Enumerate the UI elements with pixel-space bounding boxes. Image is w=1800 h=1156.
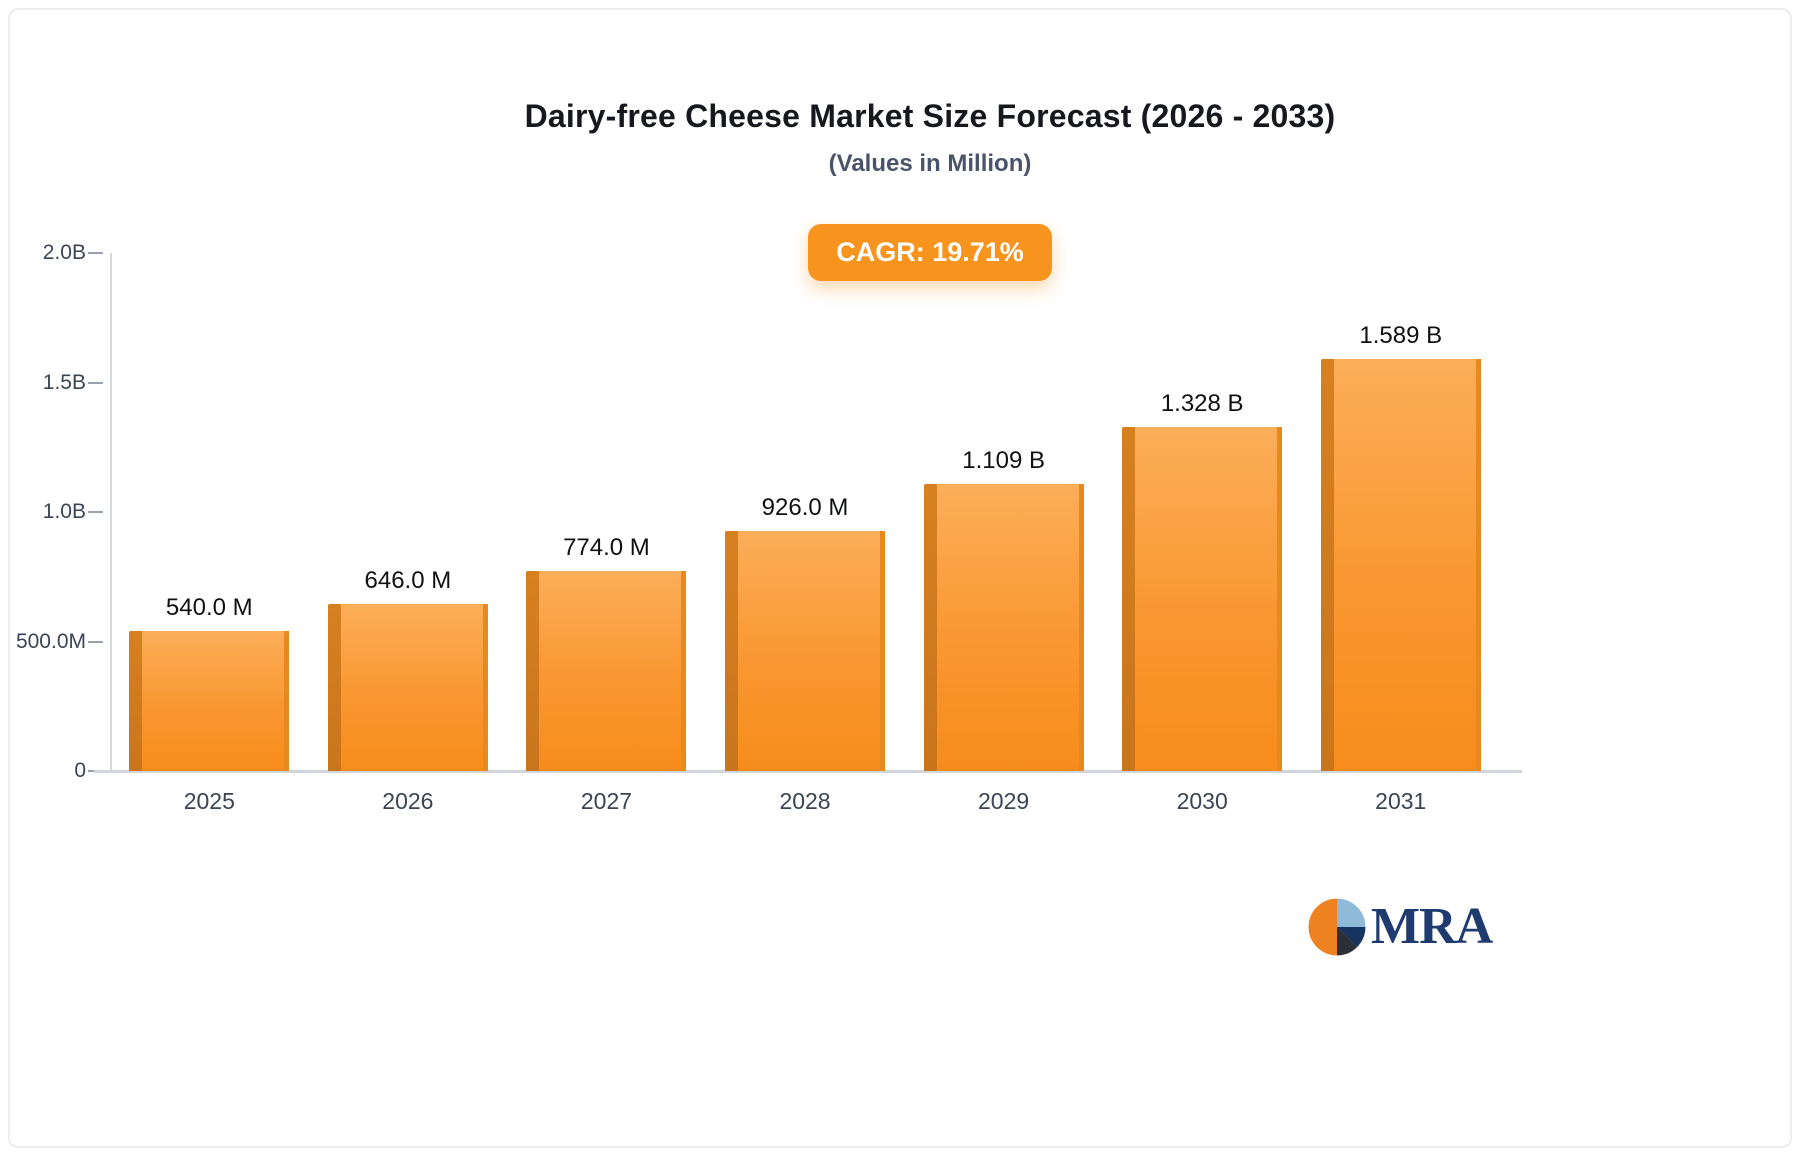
x-axis-label: 2027	[580, 788, 633, 814]
bar-value-label: 1.109 B	[962, 446, 1045, 474]
bar-slot: 926.0 M	[706, 253, 905, 771]
bar-edge-shade	[1475, 359, 1481, 771]
x-axis-line	[94, 770, 1522, 773]
bar-side-shade	[1320, 359, 1334, 771]
bar-slot: 774.0 M	[507, 253, 706, 771]
x-axis-label: 2030	[1176, 788, 1228, 814]
x-axis-label: 2028	[779, 788, 831, 814]
bar-value-label: 926.0 M	[761, 494, 849, 522]
bar-edge-shade	[482, 603, 488, 771]
bar	[1122, 427, 1283, 771]
y-axis-line	[110, 253, 112, 771]
bar	[129, 631, 290, 771]
y-axis-tick	[88, 252, 103, 254]
y-axis-label: 2.0B	[42, 241, 86, 264]
bar-edge-shade	[681, 570, 687, 771]
y-axis-label: 1.0B	[42, 500, 86, 523]
cagr-badge: CAGR: 19.71%	[808, 224, 1052, 281]
brand-logo: MRA	[1306, 896, 1493, 958]
bar-value-label: 540.0 M	[165, 594, 253, 622]
bar-side-shade	[327, 603, 341, 771]
y-axis-label: 0	[74, 759, 86, 782]
bar	[923, 483, 1084, 771]
y-axis-label: 1.5B	[42, 370, 86, 394]
bar-value-label: 1.328 B	[1160, 390, 1244, 417]
bar-side-shade	[1122, 427, 1136, 771]
bar-side-shade	[725, 531, 739, 771]
badge-container: CAGR: 19.71%	[60, 224, 1800, 281]
logo-pie-icon	[1307, 897, 1367, 957]
logo-text: MRA	[1371, 898, 1493, 955]
y-axis-tick	[88, 511, 103, 513]
bar-value-label: 646.0 M	[364, 566, 452, 594]
y-axis-label: 500.0M	[15, 629, 86, 653]
bar-side-shade	[129, 631, 143, 771]
bar	[526, 570, 687, 771]
bar	[327, 603, 488, 771]
bar	[725, 531, 886, 771]
chart-title: Dairy-free Cheese Market Size Forecast (…	[524, 98, 1336, 134]
bar-value-label: 774.0 M	[563, 533, 650, 561]
plot-area: 540.0 M 646.0 M 774.0 M 926.0 M 1.109 B 1.328…	[110, 253, 1500, 771]
bar-edge-shade	[1277, 427, 1283, 771]
x-axis-label: 2031	[1375, 788, 1427, 814]
y-axis-tick	[88, 640, 103, 643]
x-axis-labels: 2025 2026 2027 2028 2029 2030 2031	[110, 788, 1500, 815]
bar-slot: 1.589 B	[1301, 253, 1500, 771]
bar-side-shade	[526, 570, 540, 771]
bar-slot: 646.0 M	[309, 253, 508, 771]
bar-slot: 540.0 M	[110, 253, 309, 771]
bar-slot: 1.328 B	[1103, 253, 1302, 771]
y-axis-tick	[88, 381, 103, 384]
card-border	[8, 8, 1792, 1148]
x-axis-label: 2029	[978, 788, 1030, 814]
bar	[1320, 359, 1481, 771]
bar-side-shade	[923, 483, 937, 771]
bar-slot: 1.109 B	[904, 253, 1103, 771]
bar-edge-shade	[284, 631, 290, 771]
x-axis-label: 2026	[382, 788, 434, 814]
bar-edge-shade	[1078, 483, 1084, 771]
x-axis-label: 2025	[183, 788, 235, 814]
chart-subtitle: (Values in Million)	[828, 150, 1032, 177]
bar-value-label: 1.589 B	[1359, 322, 1443, 350]
bar-edge-shade	[880, 531, 886, 771]
